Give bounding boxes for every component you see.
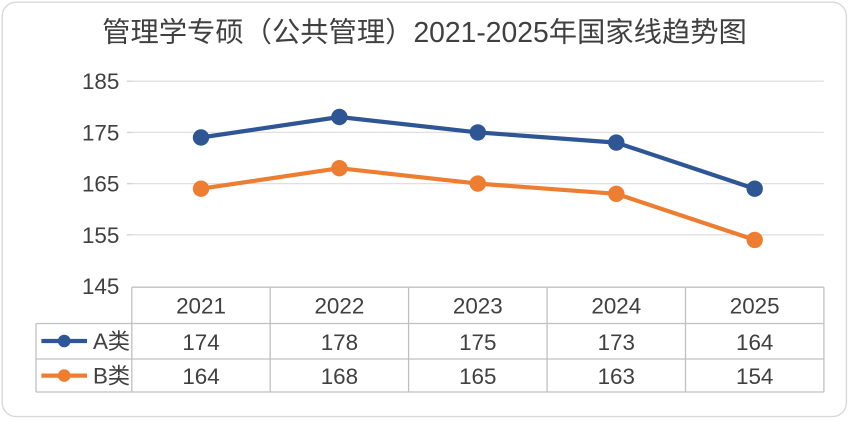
svg-text:A: A (93, 329, 108, 354)
svg-text:2025: 2025 (730, 293, 780, 318)
svg-text:2022: 2022 (314, 293, 364, 318)
svg-text:175: 175 (459, 330, 496, 355)
svg-text:174: 174 (182, 330, 219, 355)
svg-text:155: 155 (82, 223, 119, 248)
svg-text:164: 164 (182, 364, 219, 389)
svg-text:2021-2025: 2021-2025 (413, 16, 548, 48)
svg-text:163: 163 (598, 364, 635, 389)
svg-text:164: 164 (736, 330, 773, 355)
svg-text:2024: 2024 (591, 293, 641, 318)
svg-text:145: 145 (82, 274, 119, 299)
svg-text:165: 165 (459, 364, 496, 389)
svg-text:168: 168 (321, 364, 358, 389)
svg-text:185: 185 (82, 69, 119, 94)
svg-text:175: 175 (82, 120, 119, 145)
svg-text:173: 173 (598, 330, 635, 355)
svg-text:154: 154 (736, 364, 773, 389)
svg-text:2023: 2023 (453, 293, 503, 318)
svg-text:B: B (93, 364, 108, 389)
svg-text:178: 178 (321, 330, 358, 355)
svg-text:2021: 2021 (176, 293, 226, 318)
svg-text:165: 165 (82, 172, 119, 197)
